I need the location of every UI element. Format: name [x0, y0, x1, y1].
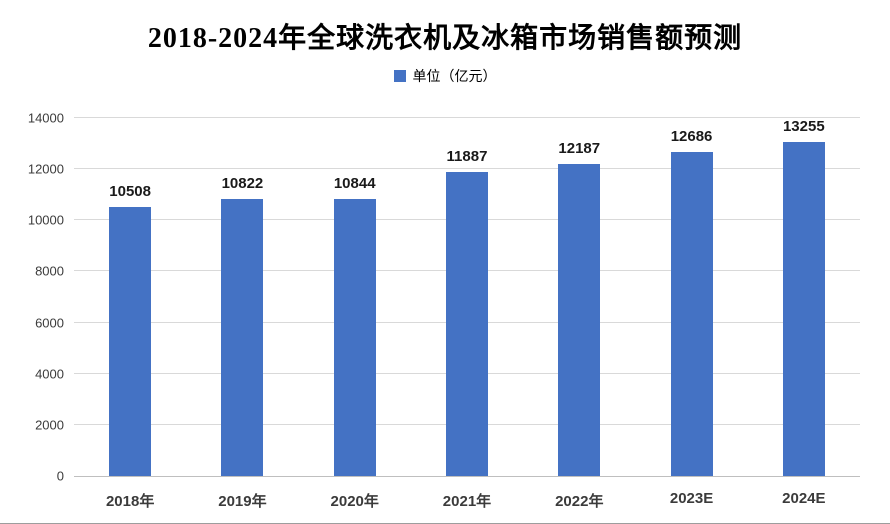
bar-value-label: 11887	[446, 148, 488, 165]
y-tick-label: 4000	[35, 366, 64, 382]
bar-value-label: 12187	[558, 140, 601, 157]
y-tick-label: 2000	[35, 417, 64, 433]
x-tick-label: 2018年	[105, 493, 155, 510]
x-tick-label: 2022年	[555, 493, 604, 510]
bar	[782, 142, 825, 476]
bar	[670, 152, 713, 476]
bar-value-label: 12686	[670, 128, 713, 145]
bars-row: 10508 10822 10844 11887 12187 12686 13255	[74, 118, 860, 476]
y-tick-label: 6000	[35, 315, 64, 331]
bar	[445, 172, 488, 476]
bar	[333, 199, 376, 476]
x-axis-labels: 2018年 2019年 2020年 2021年 2022年 2023E 2024E	[74, 490, 860, 511]
bar-value-label: 10508	[109, 183, 151, 200]
legend-swatch-icon	[393, 70, 406, 82]
bar-column: 10822	[186, 118, 298, 476]
plot-area: 0 2000 4000 6000 8000 10000 12000 14000 10508 10…	[28, 111, 860, 484]
x-tick-label: 2024E	[782, 490, 826, 507]
bar	[221, 199, 264, 476]
y-tick-label: 8000	[35, 263, 64, 279]
gridline	[74, 168, 860, 170]
y-tick-label: 12000	[27, 161, 64, 177]
bar-column: 11887	[411, 118, 523, 476]
x-tick-label: 2020年	[330, 493, 379, 510]
bar	[109, 207, 152, 476]
bar-value-label: 10844	[333, 175, 376, 192]
bar-column: 12187	[523, 118, 635, 476]
y-tick-label: 10000	[27, 212, 64, 228]
bar-column: 12686	[635, 118, 747, 476]
y-tick-label: 14000	[27, 110, 64, 126]
bar-column: 10844	[299, 118, 411, 476]
x-tick-label: 2019年	[218, 493, 267, 510]
x-tick-label: 2023E	[669, 490, 714, 507]
legend-label: 单位（亿元）	[412, 68, 497, 84]
gridline	[74, 117, 860, 118]
bar-value-label: 10822	[221, 175, 264, 192]
bar-column: 10508	[74, 118, 186, 476]
bar	[558, 164, 601, 476]
y-tick-label: 0	[56, 468, 64, 484]
legend: 单位（亿元）	[0, 66, 890, 86]
bar-value-label: 13255	[782, 118, 825, 135]
bar-column: 13255	[748, 118, 860, 476]
x-tick-label: 2021年	[442, 493, 492, 510]
chart-title: 2018-2024年全球洗衣机及冰箱市场销售额预测	[147, 23, 743, 54]
